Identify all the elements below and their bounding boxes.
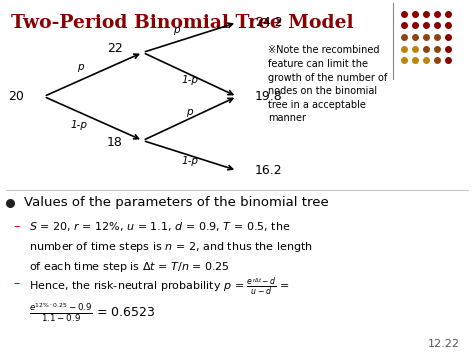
Text: 12.22: 12.22 (428, 339, 459, 349)
Text: 19.8: 19.8 (255, 90, 283, 103)
Text: Values of the parameters of the binomial tree: Values of the parameters of the binomial… (24, 196, 329, 209)
Text: –: – (13, 220, 19, 233)
Text: 16.2: 16.2 (255, 164, 283, 177)
Text: Hence, the risk-neutral probability $p$ = $\frac{e^{r\Delta t}-d}{u-d}$ =: Hence, the risk-neutral probability $p$ … (29, 277, 290, 297)
Text: 18: 18 (107, 136, 123, 149)
Text: Two-Period Binomial Tree Model: Two-Period Binomial Tree Model (11, 14, 354, 32)
Text: p: p (173, 25, 180, 36)
Text: p: p (186, 107, 193, 118)
Text: number of time steps is $n$ = 2, and thus the length: number of time steps is $n$ = 2, and thu… (29, 240, 313, 254)
Text: p: p (77, 62, 83, 72)
Text: 24.2: 24.2 (255, 16, 283, 29)
Text: 1-p: 1-p (182, 156, 199, 166)
Text: $S$ = 20, $r$ = 12%, $u$ = 1.1, $d$ = 0.9, $T$ = 0.5, the: $S$ = 20, $r$ = 12%, $u$ = 1.1, $d$ = 0.… (29, 220, 290, 233)
Text: $\frac{e^{12\%\cdot0.25}-0.9}{1.1-0.9}$ = 0.6523: $\frac{e^{12\%\cdot0.25}-0.9}{1.1-0.9}$ … (29, 301, 155, 323)
Text: 1-p: 1-p (182, 75, 199, 85)
Text: –: – (13, 277, 19, 290)
Text: ※Note the recombined
feature can limit the
growth of the number of
nodes on the : ※Note the recombined feature can limit t… (268, 45, 387, 124)
Text: 20: 20 (8, 90, 24, 103)
Text: 1-p: 1-p (71, 120, 88, 130)
Text: of each time step is $\Delta t$ = $T$/$n$ = 0.25: of each time step is $\Delta t$ = $T$/$n… (29, 260, 229, 274)
Text: 22: 22 (107, 43, 123, 55)
